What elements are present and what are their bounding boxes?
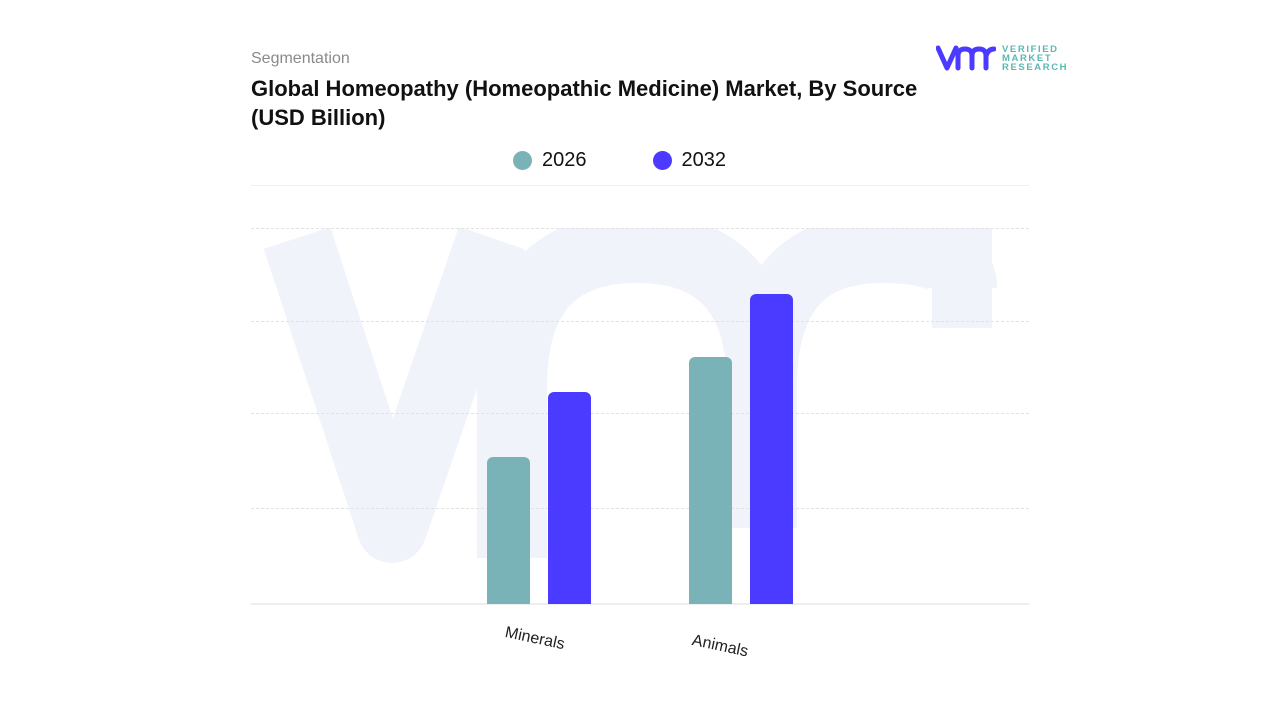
bar-animals-2032[interactable] (750, 294, 793, 604)
legend-dot-icon (652, 151, 672, 170)
x-axis-baseline (251, 603, 1029, 605)
chart-legend: 2026 2032 (513, 149, 726, 172)
gridline (251, 321, 1029, 322)
vmr-logo: VERIFIED MARKET RESEARCH (936, 44, 1068, 72)
gridline (251, 413, 1029, 414)
legend-item-2032[interactable]: 2032 (652, 149, 726, 172)
vmr-logo-text: VERIFIED MARKET RESEARCH (1002, 43, 1069, 73)
bar-animals-2026[interactable] (689, 357, 732, 604)
chart-subtitle: Segmentation (251, 50, 350, 67)
vmr-logo-icon (936, 45, 996, 71)
x-label-minerals: Minerals (503, 624, 567, 654)
legend-dot-icon (513, 151, 532, 170)
gridline (251, 508, 1029, 509)
vmr-watermark-icon (263, 228, 997, 563)
bar-minerals-2032[interactable] (548, 392, 591, 604)
chart-title: Global Homeopathy (Homeopathic Medicine)… (251, 76, 918, 130)
legend-item-2026[interactable]: 2026 (513, 149, 587, 172)
gridline (251, 228, 1029, 229)
bar-minerals-2026[interactable] (487, 457, 530, 604)
x-label-animals: Animals (690, 632, 750, 661)
chart-top-divider (251, 185, 1029, 186)
